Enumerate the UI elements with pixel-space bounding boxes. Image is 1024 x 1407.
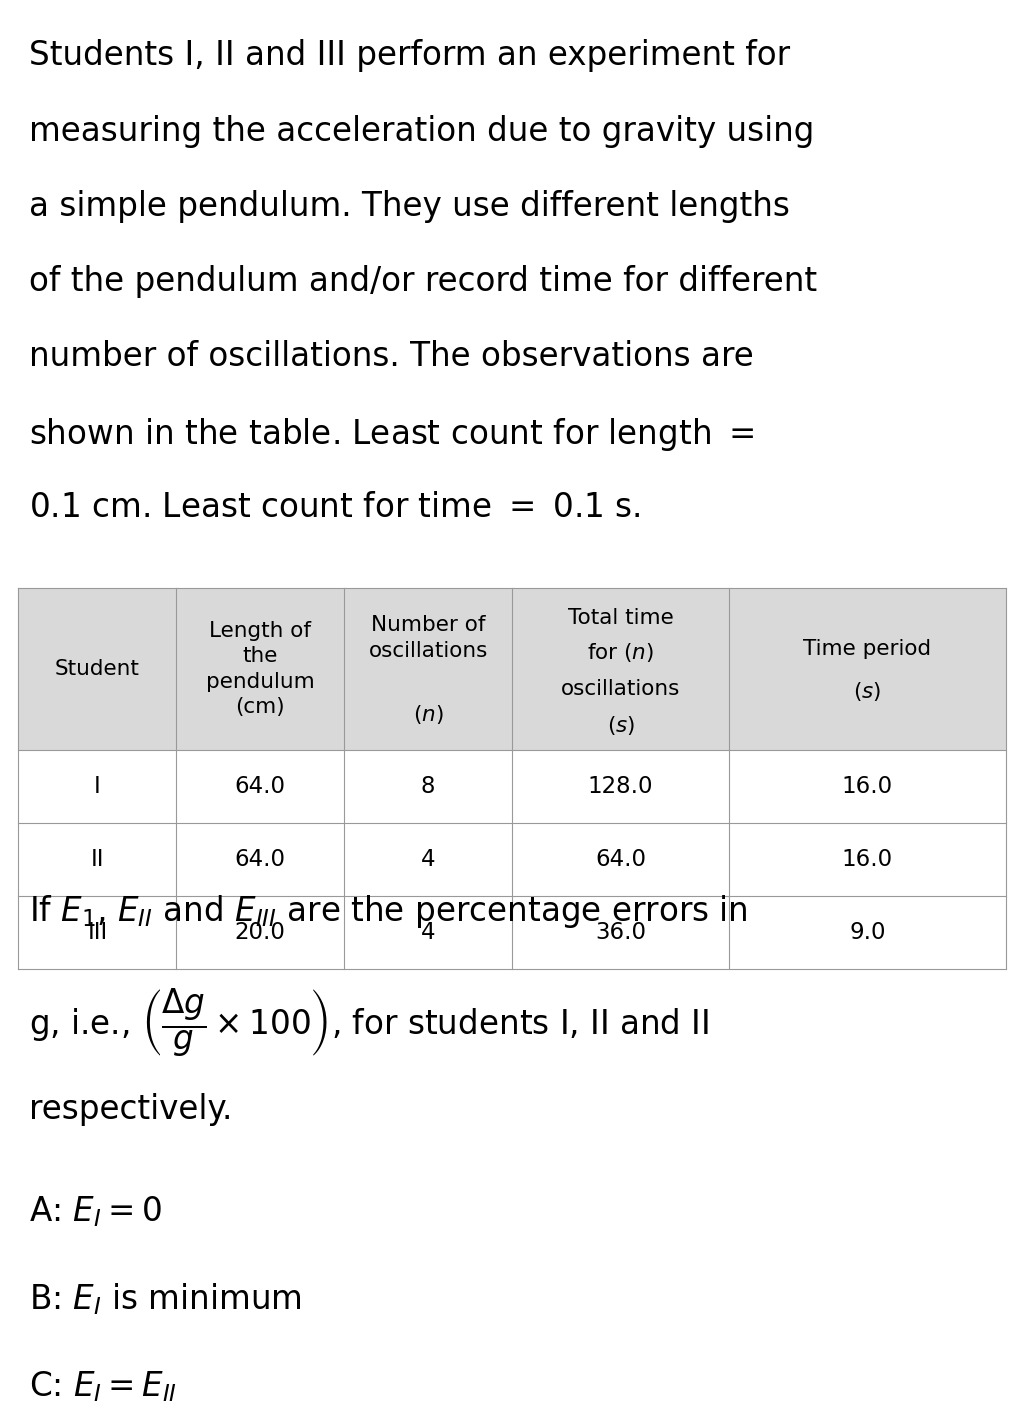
Text: Students I, II and III perform an experiment for: Students I, II and III perform an experi… (29, 39, 790, 72)
Text: 128.0: 128.0 (588, 775, 653, 798)
Text: $0.1\ \mathrm{cm}$. Least count for time $=$ $0.1\ \mathrm{s}$.: $0.1\ \mathrm{cm}$. Least count for time… (29, 491, 640, 523)
Text: 4: 4 (421, 922, 435, 944)
Text: 20.0: 20.0 (234, 922, 286, 944)
Text: number of oscillations. The observations are: number of oscillations. The observations… (29, 340, 754, 373)
Text: $(s)$: $(s)$ (853, 680, 882, 704)
Text: 64.0: 64.0 (234, 775, 286, 798)
FancyBboxPatch shape (18, 588, 1006, 750)
Text: 4: 4 (421, 848, 435, 871)
Text: Student: Student (55, 658, 140, 680)
Text: respectively.: respectively. (29, 1093, 232, 1126)
Text: a simple pendulum. They use different lengths: a simple pendulum. They use different le… (29, 190, 790, 222)
Text: B: $E_I$ is minimum: B: $E_I$ is minimum (29, 1282, 301, 1317)
Text: Total time: Total time (567, 608, 674, 629)
Text: C: $E_I = E_{II}$: C: $E_I = E_{II}$ (29, 1369, 177, 1404)
Text: $(s)$: $(s)$ (606, 713, 635, 737)
Text: of the pendulum and/or record time for different: of the pendulum and/or record time for d… (29, 265, 817, 298)
Text: II: II (91, 848, 104, 871)
Text: for $(n)$: for $(n)$ (587, 640, 654, 664)
Text: 16.0: 16.0 (842, 775, 893, 798)
Text: 16.0: 16.0 (842, 848, 893, 871)
Text: 36.0: 36.0 (595, 922, 646, 944)
Text: $(n)$: $(n)$ (413, 702, 443, 726)
Text: If $E_1$, $E_{II}$ and $E_{III}$ are the percentage errors in: If $E_1$, $E_{II}$ and $E_{III}$ are the… (29, 893, 748, 930)
Text: A: $E_I = 0$: A: $E_I = 0$ (29, 1195, 162, 1230)
Text: measuring the acceleration due to gravity using: measuring the acceleration due to gravit… (29, 115, 814, 148)
Text: 8: 8 (421, 775, 435, 798)
Text: 9.0: 9.0 (849, 922, 886, 944)
Text: I: I (94, 775, 100, 798)
Text: g, i.e., $\left(\dfrac{\Delta g}{g} \times 100\right)$, for students I, II and I: g, i.e., $\left(\dfrac{\Delta g}{g} \tim… (29, 986, 709, 1058)
Text: Length of
the
pendulum
(cm): Length of the pendulum (cm) (206, 620, 314, 718)
Text: Number of
oscillations: Number of oscillations (369, 615, 487, 661)
Text: 64.0: 64.0 (595, 848, 646, 871)
Text: oscillations: oscillations (561, 678, 680, 699)
Text: Time period: Time period (803, 639, 932, 660)
Text: 64.0: 64.0 (234, 848, 286, 871)
Text: III: III (87, 922, 108, 944)
Text: shown in the table. Least count for length $=$: shown in the table. Least count for leng… (29, 416, 754, 453)
